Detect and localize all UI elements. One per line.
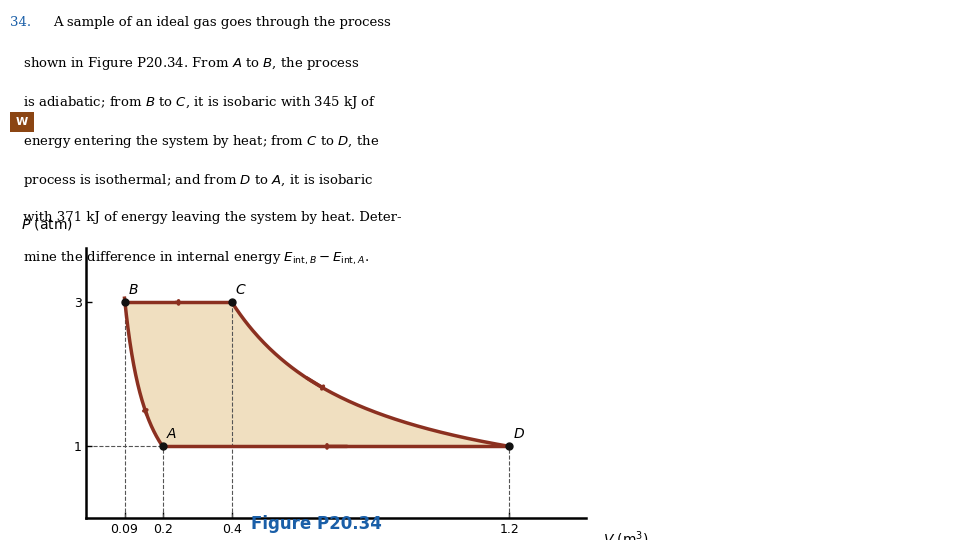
Y-axis label: $P$ (atm): $P$ (atm) xyxy=(20,216,72,232)
Text: shown in Figure P20.34. From $A$ to $B$, the process: shown in Figure P20.34. From $A$ to $B$,… xyxy=(10,55,359,72)
Text: mine the difference in internal energy $E_{\mathrm{int},B} - E_{\mathrm{int},A}$: mine the difference in internal energy $… xyxy=(10,249,369,267)
Polygon shape xyxy=(125,298,510,447)
Text: $C$: $C$ xyxy=(235,282,247,296)
Text: Figure P20.34: Figure P20.34 xyxy=(252,515,382,533)
Text: energy entering the system by heat; from $C$ to $D$, the: energy entering the system by heat; from… xyxy=(10,133,379,150)
Text: W: W xyxy=(15,117,28,127)
Text: with 371 kJ of energy leaving the system by heat. Deter-: with 371 kJ of energy leaving the system… xyxy=(10,211,401,224)
Text: $B$: $B$ xyxy=(128,282,138,296)
Text: $D$: $D$ xyxy=(513,427,525,441)
Text: 34.: 34. xyxy=(10,16,31,29)
Text: is adiabatic; from $B$ to $C$, it is isobaric with 345 kJ of: is adiabatic; from $B$ to $C$, it is iso… xyxy=(10,94,376,111)
X-axis label: $V$ (m$^3$): $V$ (m$^3$) xyxy=(603,529,648,540)
Text: process is isothermal; and from $D$ to $A$, it is isobaric: process is isothermal; and from $D$ to $… xyxy=(10,172,372,188)
Text: $A$: $A$ xyxy=(166,427,178,441)
Text: A sample of an ideal gas goes through the process: A sample of an ideal gas goes through th… xyxy=(53,16,391,29)
